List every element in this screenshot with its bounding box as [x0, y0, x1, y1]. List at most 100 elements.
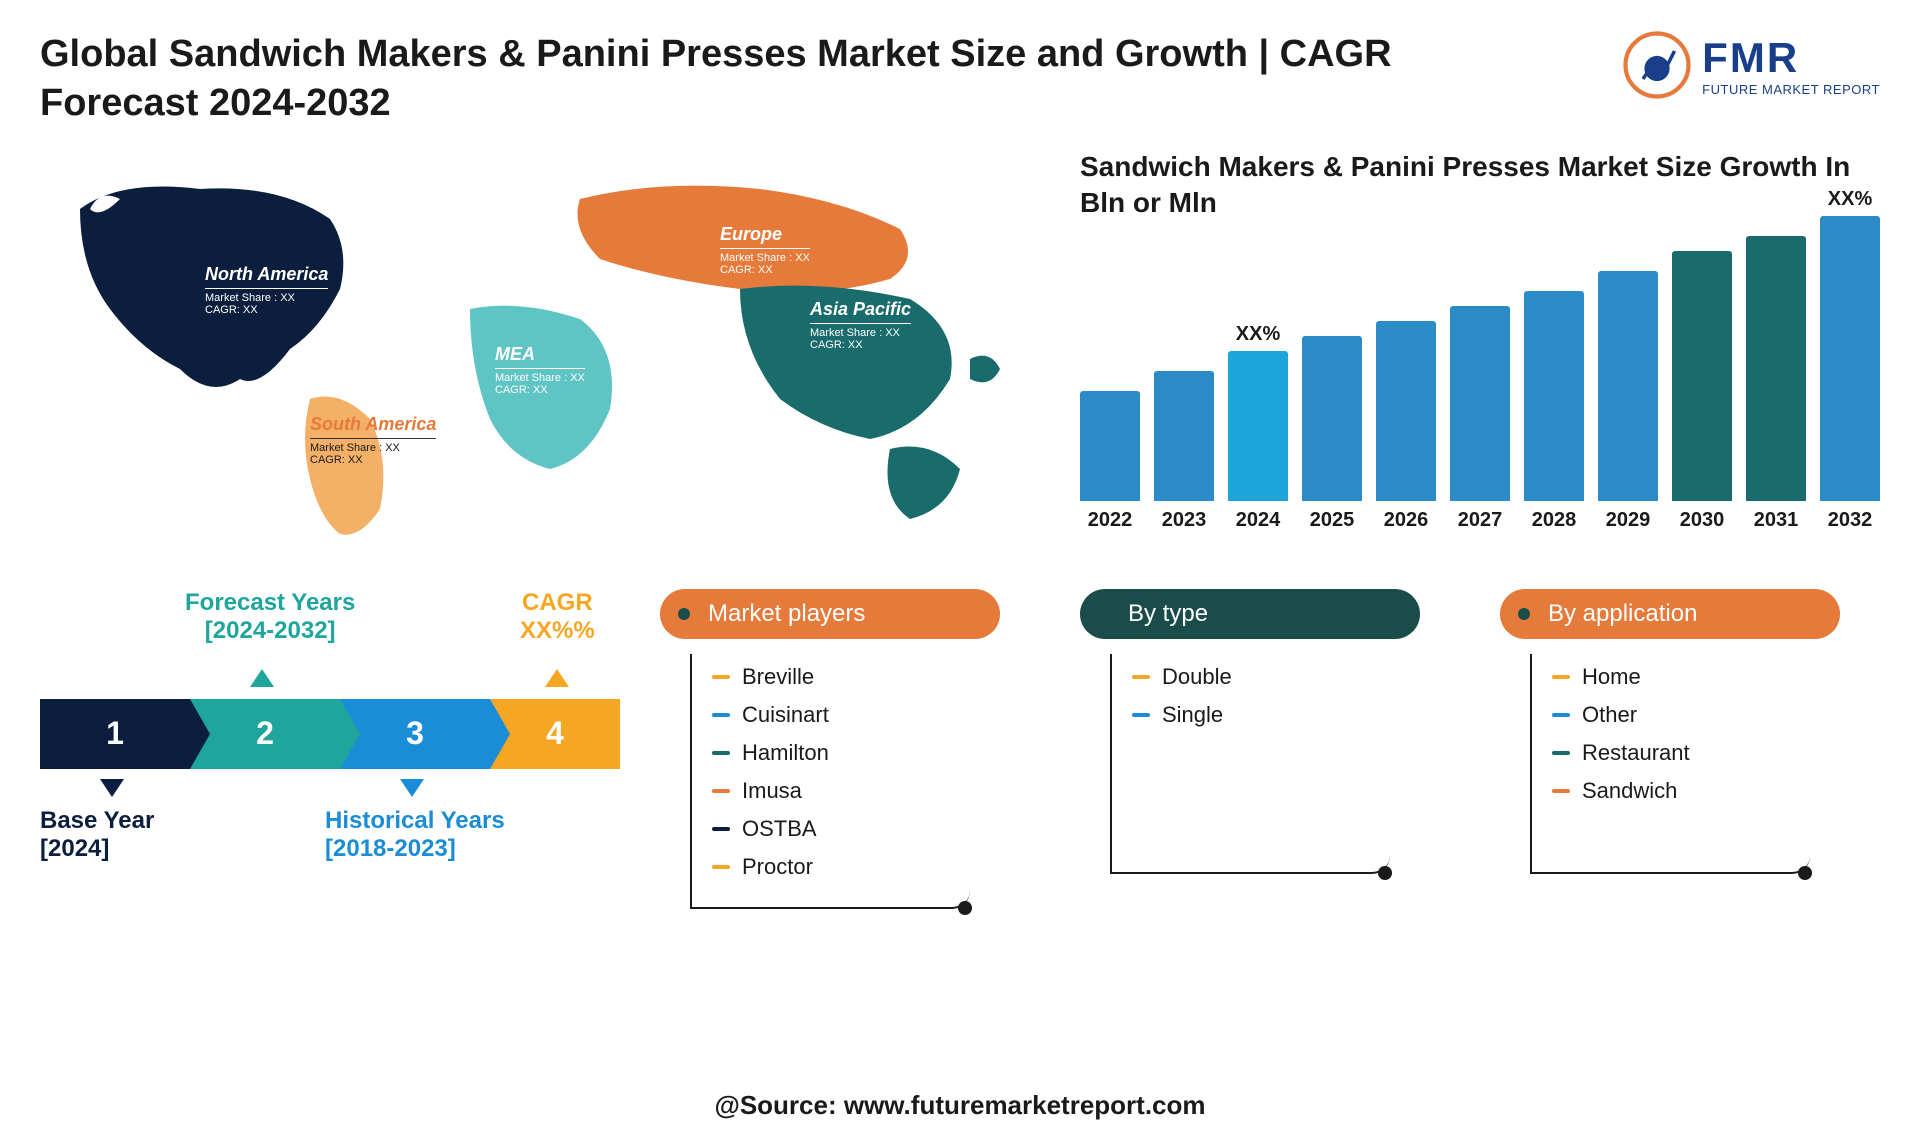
pill-column: Market playersBrevilleCuisinartHamiltonI…: [660, 589, 1040, 909]
bar-wrap: 2022: [1080, 391, 1140, 532]
chart-title: Sandwich Makers & Panini Presses Market …: [1080, 149, 1880, 222]
arrow-historical-icon: [400, 779, 424, 797]
dash-icon: [1552, 713, 1570, 717]
bar: [1376, 321, 1436, 501]
list-item-label: Proctor: [742, 854, 813, 880]
dash-icon: [1552, 789, 1570, 793]
base-label: Base Year [2024]: [40, 807, 154, 863]
seg-1: 1: [40, 699, 190, 769]
bar: [1820, 216, 1880, 501]
bar: [1302, 336, 1362, 501]
logo-sub-text: FUTURE MARKET REPORT: [1702, 82, 1880, 97]
bar-year-label: 2022: [1088, 509, 1133, 532]
seg-2: 2: [190, 699, 340, 769]
pill-title: By type: [1128, 600, 1208, 628]
list-item: Hamilton: [712, 740, 970, 766]
list-item: Restaurant: [1552, 740, 1810, 766]
telescope-icon: [1622, 30, 1692, 100]
pill-header: By application: [1500, 589, 1840, 639]
arrow-cagr-icon: [545, 669, 569, 687]
dash-icon: [712, 789, 730, 793]
pill-list: BrevilleCuisinartHamiltonImusaOSTBAProct…: [690, 654, 970, 909]
pill-title: By application: [1548, 600, 1697, 628]
list-item: Home: [1552, 664, 1810, 690]
region-europe: Europe Market Share : XX CAGR: XX: [720, 224, 810, 276]
bar-year-label: 2024: [1236, 509, 1281, 532]
pill-list: Double Single: [1110, 654, 1390, 874]
bar-wrap: 2025: [1302, 336, 1362, 532]
bar-wrap: 2031: [1746, 236, 1806, 532]
bar-year-label: 2030: [1680, 509, 1725, 532]
bar: [1228, 351, 1288, 501]
bar-wrap: XX%2032: [1820, 216, 1880, 532]
bar: [1154, 371, 1214, 501]
dash-icon: [1132, 675, 1150, 679]
fmr-logo: FMR FUTURE MARKET REPORT: [1622, 30, 1880, 100]
list-item-label: OSTBA: [742, 816, 817, 842]
list-item-label: Double: [1162, 664, 1232, 690]
pill-column: By type Double Single: [1080, 589, 1460, 909]
pill-dot-icon: [678, 608, 690, 620]
bar-wrap: 2030: [1672, 251, 1732, 532]
bar: [1080, 391, 1140, 501]
timeline: Forecast Years [2024-2032] CAGR XX%% 1 2…: [40, 589, 630, 869]
dash-icon: [712, 865, 730, 869]
bar-year-label: 2023: [1162, 509, 1207, 532]
list-item: OSTBA: [712, 816, 970, 842]
page-title: Global Sandwich Makers & Panini Presses …: [40, 30, 1440, 129]
dash-icon: [712, 751, 730, 755]
bar-wrap: 2028: [1524, 291, 1584, 532]
list-item-label: Restaurant: [1582, 740, 1690, 766]
dash-icon: [1552, 751, 1570, 755]
pill-dot-icon: [1098, 608, 1110, 620]
bar-wrap: XX%2024: [1228, 351, 1288, 532]
arrow-base-icon: [100, 779, 124, 797]
bar-tag: XX%: [1828, 188, 1872, 211]
bar-wrap: 2023: [1154, 371, 1214, 532]
bar-chart: Sandwich Makers & Panini Presses Market …: [1060, 149, 1880, 549]
bar: [1598, 271, 1658, 501]
list-item: Single: [1132, 702, 1390, 728]
dash-icon: [1132, 713, 1150, 717]
dash-icon: [712, 827, 730, 831]
bar-year-label: 2027: [1458, 509, 1503, 532]
pill-list: Home Other Restaurant Sandwich: [1530, 654, 1810, 874]
list-item-label: Cuisinart: [742, 702, 829, 728]
bar: [1524, 291, 1584, 501]
world-map: North America Market Share : XX CAGR: XX…: [40, 149, 1030, 549]
bar-year-label: 2026: [1384, 509, 1429, 532]
bar-wrap: 2027: [1450, 306, 1510, 532]
seg-3: 3: [340, 699, 490, 769]
forecast-label: Forecast Years [2024-2032]: [185, 589, 355, 645]
dash-icon: [712, 675, 730, 679]
cagr-label: CAGR XX%%: [520, 589, 595, 645]
pill-column: By application Home Other Restaurant Sandwic…: [1500, 589, 1880, 909]
bar: [1746, 236, 1806, 501]
historical-label: Historical Years [2018-2023]: [325, 807, 505, 863]
list-item-label: Single: [1162, 702, 1223, 728]
pill-header: By type: [1080, 589, 1420, 639]
dash-icon: [1552, 675, 1570, 679]
bar-year-label: 2029: [1606, 509, 1651, 532]
list-item-label: Breville: [742, 664, 814, 690]
bar: [1450, 306, 1510, 501]
region-north-america: North America Market Share : XX CAGR: XX: [205, 264, 328, 316]
bar-wrap: 2029: [1598, 271, 1658, 532]
chart-bars-area: 20222023XX%20242025202620272028202920302…: [1080, 252, 1880, 532]
bar-tag: XX%: [1236, 323, 1280, 346]
pill-title: Market players: [708, 600, 865, 628]
region-south-america: South America Market Share : XX CAGR: XX: [310, 414, 436, 466]
pill-header: Market players: [660, 589, 1000, 639]
bar-wrap: 2026: [1376, 321, 1436, 532]
list-item: Sandwich: [1552, 778, 1810, 804]
list-item-label: Other: [1582, 702, 1637, 728]
arrow-forecast-icon: [250, 669, 274, 687]
list-item: Double: [1132, 664, 1390, 690]
timeline-bar: 1 2 3 4: [40, 699, 620, 769]
logo-main-text: FMR: [1702, 34, 1880, 82]
dash-icon: [712, 713, 730, 717]
source-text: @Source: www.futuremarketreport.com: [714, 1090, 1205, 1121]
list-item: Breville: [712, 664, 970, 690]
bar-year-label: 2031: [1754, 509, 1799, 532]
bar-year-label: 2025: [1310, 509, 1355, 532]
